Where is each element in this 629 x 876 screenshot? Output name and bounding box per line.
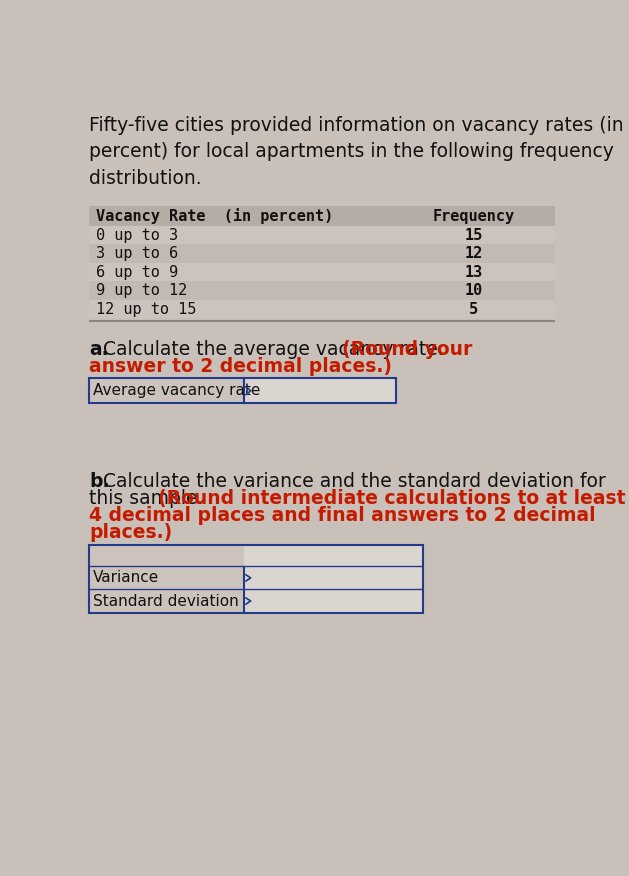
- FancyBboxPatch shape: [89, 545, 423, 612]
- Text: 15: 15: [464, 228, 482, 243]
- Text: Frequency: Frequency: [432, 208, 515, 223]
- Text: places.): places.): [89, 523, 173, 542]
- FancyBboxPatch shape: [89, 281, 555, 300]
- Text: 13: 13: [464, 265, 482, 279]
- Text: this sample.: this sample.: [89, 490, 204, 508]
- Text: (Round intermediate calculations to at least: (Round intermediate calculations to at l…: [159, 490, 626, 508]
- Text: 12 up to 15: 12 up to 15: [96, 301, 196, 316]
- Text: a.: a.: [89, 340, 109, 359]
- Text: Calculate the average vacancy rate.: Calculate the average vacancy rate.: [103, 340, 443, 359]
- FancyBboxPatch shape: [89, 378, 245, 403]
- Text: Variance: Variance: [93, 570, 160, 585]
- Text: Standard deviation: Standard deviation: [93, 594, 239, 609]
- FancyBboxPatch shape: [89, 300, 555, 318]
- FancyBboxPatch shape: [89, 206, 555, 226]
- Text: 0 up to 3: 0 up to 3: [96, 228, 178, 243]
- Text: 12: 12: [464, 246, 482, 261]
- Text: 6 up to 9: 6 up to 9: [96, 265, 178, 279]
- FancyBboxPatch shape: [89, 263, 555, 281]
- Text: b.: b.: [89, 472, 110, 491]
- Text: 3 up to 6: 3 up to 6: [96, 246, 178, 261]
- FancyBboxPatch shape: [245, 378, 396, 403]
- Text: 5: 5: [469, 301, 478, 316]
- Text: 9 up to 12: 9 up to 12: [96, 283, 187, 298]
- Text: Fifty-five cities provided information on vacancy rates (in
percent) for local a: Fifty-five cities provided information o…: [89, 116, 624, 187]
- Text: 4 decimal places and final answers to 2 decimal: 4 decimal places and final answers to 2 …: [89, 506, 596, 526]
- Text: answer to 2 decimal places.): answer to 2 decimal places.): [89, 357, 392, 376]
- FancyBboxPatch shape: [245, 545, 423, 612]
- FancyBboxPatch shape: [89, 545, 423, 567]
- FancyBboxPatch shape: [89, 244, 555, 263]
- Text: (Round your: (Round your: [342, 340, 472, 359]
- Text: Average vacancy rate: Average vacancy rate: [93, 384, 261, 399]
- FancyBboxPatch shape: [89, 226, 555, 244]
- Text: 10: 10: [464, 283, 482, 298]
- Text: Calculate the variance and the standard deviation for: Calculate the variance and the standard …: [103, 472, 605, 491]
- Text: Vacancy Rate  (in percent): Vacancy Rate (in percent): [96, 208, 333, 224]
